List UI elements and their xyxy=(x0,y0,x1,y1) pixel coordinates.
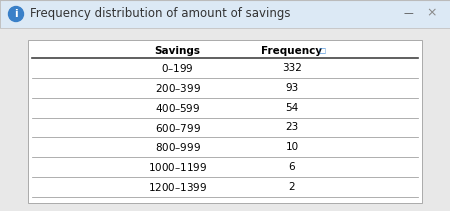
Text: Frequency: Frequency xyxy=(261,46,323,56)
Text: Savings: Savings xyxy=(155,46,201,56)
Text: ×: × xyxy=(427,7,437,19)
Text: 2: 2 xyxy=(288,182,295,192)
Text: □: □ xyxy=(318,46,326,55)
Text: Frequency distribution of amount of savings: Frequency distribution of amount of savi… xyxy=(30,8,291,20)
Text: 10: 10 xyxy=(285,142,298,152)
Text: i: i xyxy=(14,9,18,19)
Text: $1000–$1199: $1000–$1199 xyxy=(148,161,207,173)
Text: $0–$199: $0–$199 xyxy=(161,62,194,74)
FancyBboxPatch shape xyxy=(28,40,422,203)
Text: 6: 6 xyxy=(288,162,295,172)
FancyBboxPatch shape xyxy=(0,0,450,28)
Text: $600–$799: $600–$799 xyxy=(155,122,201,134)
Text: 54: 54 xyxy=(285,103,299,113)
Text: 93: 93 xyxy=(285,83,299,93)
Text: $200–$399: $200–$399 xyxy=(155,82,201,94)
Text: 332: 332 xyxy=(282,63,302,73)
Text: —: — xyxy=(403,8,413,18)
Text: $800–$999: $800–$999 xyxy=(155,141,201,153)
Text: $1200–$1399: $1200–$1399 xyxy=(148,181,207,193)
Text: $400–$599: $400–$599 xyxy=(155,102,200,114)
Circle shape xyxy=(9,7,23,22)
Text: 23: 23 xyxy=(285,123,299,133)
